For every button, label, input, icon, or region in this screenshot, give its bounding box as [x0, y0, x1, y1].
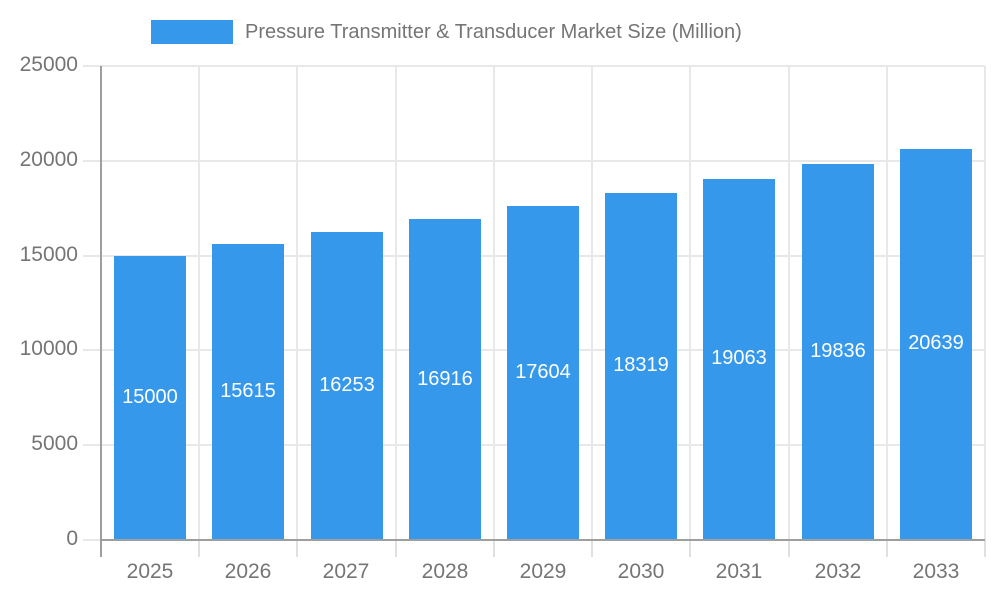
bar-2030 [605, 193, 677, 540]
y-axis-tick-label: 15000 [19, 243, 78, 266]
y-gridline [101, 65, 985, 67]
bar-2031 [703, 179, 775, 540]
x-gridline [395, 66, 397, 540]
x-axis-tick-label: 2026 [224, 560, 272, 583]
x-axis-tick [689, 540, 691, 557]
x-axis-tick-label: 2027 [322, 560, 370, 583]
bar-value-label: 15000 [122, 386, 178, 408]
x-gridline [198, 66, 200, 540]
bar-value-label: 20639 [908, 332, 964, 354]
x-gridline [591, 66, 593, 540]
x-axis-tick [395, 540, 397, 557]
x-axis-tick [886, 540, 888, 557]
bar-value-label: 17604 [515, 361, 571, 383]
legend-color-swatch [151, 20, 233, 44]
x-axis-line [101, 539, 985, 541]
bar-value-label: 19063 [711, 347, 767, 369]
x-gridline [689, 66, 691, 540]
x-axis-tick-label: 2028 [421, 560, 469, 583]
bar-2027 [311, 232, 383, 540]
bar-2028 [409, 219, 481, 540]
y-axis-tick-label: 0 [66, 527, 78, 550]
x-axis-tick-label: 2031 [715, 560, 763, 583]
x-axis-tick [591, 540, 593, 557]
bar-2029 [507, 206, 579, 540]
x-gridline [886, 66, 888, 540]
bar-2025 [114, 256, 186, 540]
x-axis-tick [984, 540, 986, 557]
x-gridline [984, 66, 986, 540]
y-axis-tick [83, 160, 101, 162]
y-axis-line [100, 66, 102, 557]
x-axis-tick-label: 2029 [519, 560, 567, 583]
y-axis-tick [83, 349, 101, 351]
x-gridline [296, 66, 298, 540]
x-axis-tick-label: 2025 [126, 560, 174, 583]
x-axis-tick-label: 2032 [814, 560, 862, 583]
y-axis-tick-label: 20000 [19, 148, 78, 171]
bar-value-label: 18319 [613, 354, 669, 376]
y-axis-tick [83, 539, 101, 541]
bar-value-label: 19836 [810, 340, 866, 362]
legend-label: Pressure Transmitter & Transducer Market… [245, 20, 742, 43]
bar-value-label: 15615 [220, 380, 276, 402]
x-axis-tick-label: 2033 [912, 560, 960, 583]
x-axis-tick [198, 540, 200, 557]
bar-2032 [802, 164, 874, 540]
bar-value-label: 16253 [319, 374, 375, 396]
x-gridline [493, 66, 495, 540]
bar-value-label: 16916 [417, 368, 473, 390]
x-axis-tick [296, 540, 298, 557]
y-axis-tick [83, 255, 101, 257]
y-axis-tick-label: 25000 [19, 53, 78, 76]
bar-2033 [900, 149, 972, 540]
y-axis-tick-label: 5000 [31, 432, 78, 455]
x-axis-tick [493, 540, 495, 557]
bar-2026 [212, 244, 284, 540]
y-axis-tick [83, 65, 101, 67]
y-gridline [101, 160, 985, 162]
x-axis-tick-label: 2030 [617, 560, 665, 583]
y-axis-tick [83, 444, 101, 446]
legend-item[interactable]: Pressure Transmitter & Transducer Market… [151, 20, 742, 44]
x-axis-tick [788, 540, 790, 557]
y-axis-tick-label: 10000 [19, 337, 78, 360]
x-gridline [788, 66, 790, 540]
